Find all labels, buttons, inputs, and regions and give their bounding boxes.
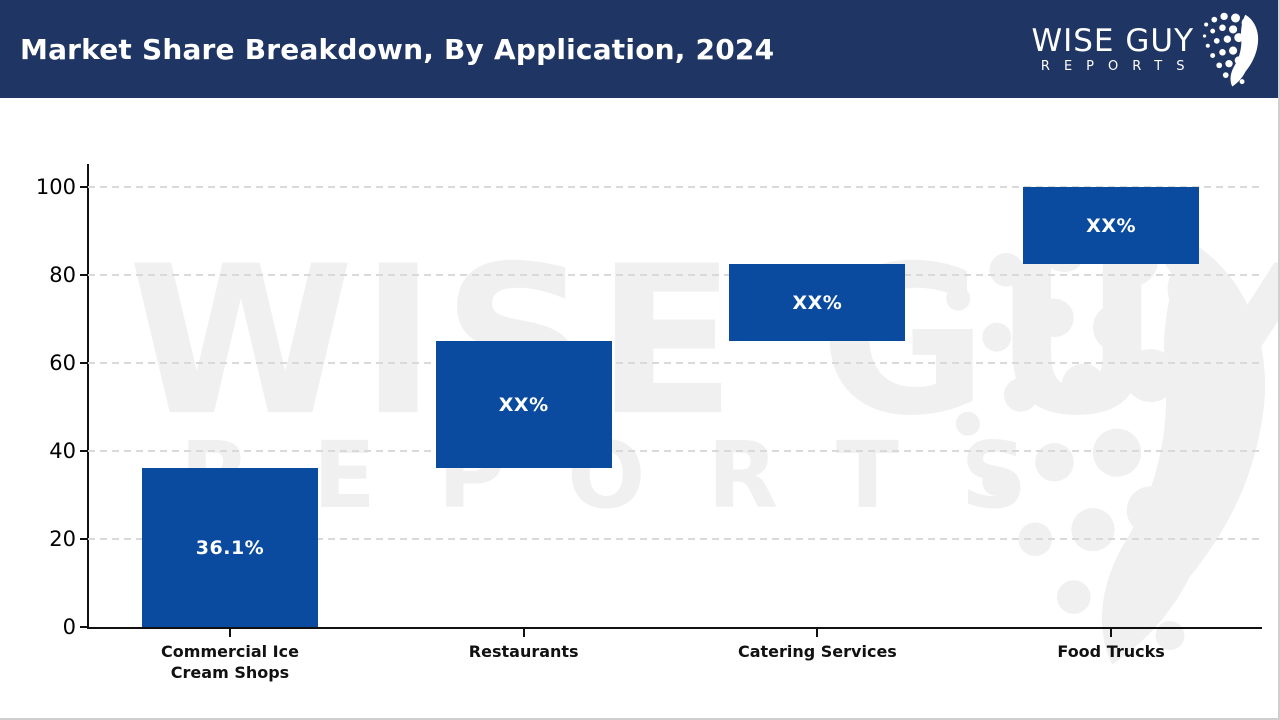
y-tick-label-40: 40 [49,439,76,463]
y-tick-label-0: 0 [62,615,76,639]
gridline-40 [88,450,1262,452]
x-tick-4 [1110,629,1113,637]
header: Market Share Breakdown, By Application, … [0,0,1278,98]
logo-head-icon [1202,12,1259,87]
x-tick-2 [522,629,525,637]
x-tick-3 [816,629,819,637]
gridline-80 [88,274,1262,276]
y-tick-0 [80,626,88,628]
y-tick-100 [80,186,88,188]
y-tick-60 [80,362,88,364]
bar-value-label: XX% [498,393,549,416]
x-tick-label-1: Commercial Ice Cream Shops [161,642,299,682]
gridline-60 [88,362,1262,364]
page-title: Market Share Breakdown, By Application, … [20,32,775,66]
y-tick-40 [80,450,88,452]
x-tick-label-4: Food Trucks [1057,642,1165,661]
gridline-100 [88,186,1262,188]
bar-value-label: XX% [792,291,843,314]
y-tick-label-20: 20 [49,527,76,551]
logo-subtitle: REPORTS [1040,58,1199,74]
x-tick-label-2: Restaurants [468,642,579,661]
logo-text: WISE GUY REPORTS [1031,24,1194,75]
bar-1: 36.1% [142,468,318,627]
bar-value-label: 36.1% [195,536,265,559]
y-tick-80 [80,274,88,276]
wise-guy-logo: WISE GUY REPORTS [1031,8,1260,90]
x-axis-line [87,627,1262,629]
y-tick-label-60: 60 [49,351,76,375]
bar-2: XX% [435,341,612,469]
x-tick-label-3: Catering Services [737,642,897,661]
y-axis-line [87,164,89,629]
y-tick-label-100: 100 [35,175,76,199]
bar-value-label: XX% [1086,214,1137,237]
gridline-20 [88,538,1262,540]
y-tick-20 [80,538,88,540]
logo-wordmark: WISE GUY [1031,22,1194,59]
bar-4: XX% [1023,187,1200,264]
y-tick-label-80: 80 [49,263,76,287]
x-tick-1 [229,629,231,637]
bar-3: XX% [729,264,906,341]
